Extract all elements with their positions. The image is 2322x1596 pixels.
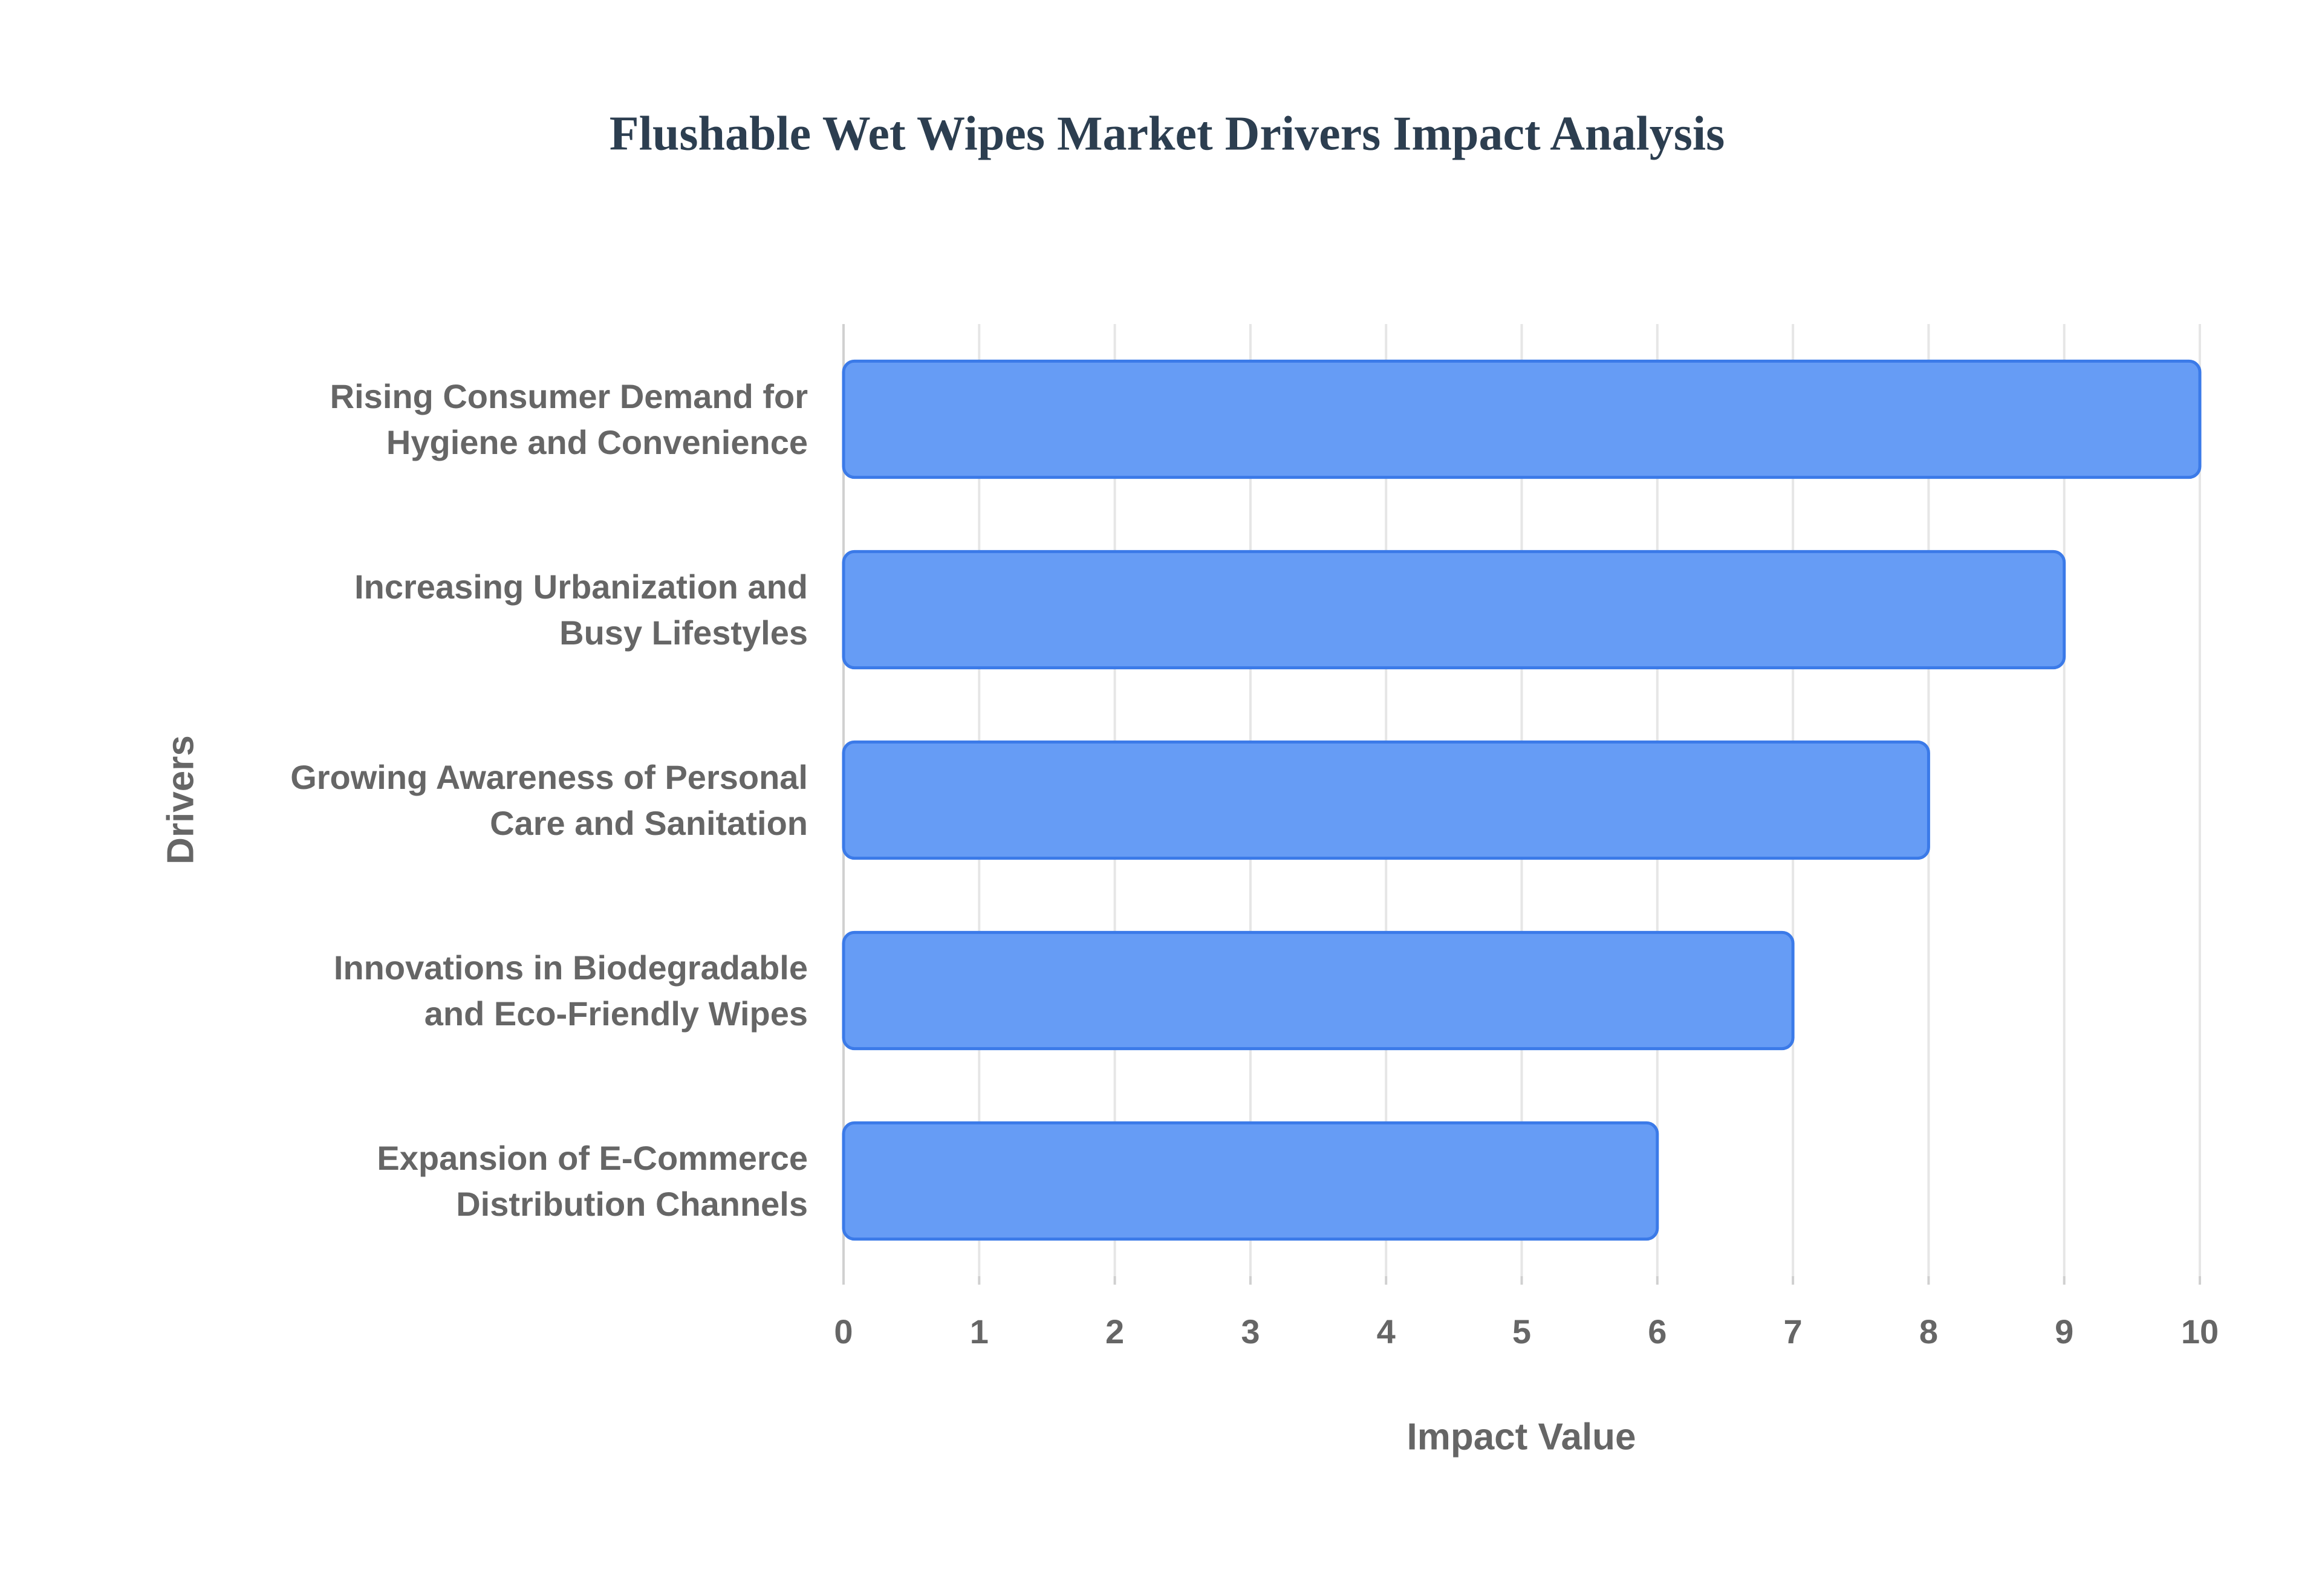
x-tick-label: 2: [1105, 1312, 1124, 1351]
x-tick-label: 5: [1512, 1312, 1531, 1351]
bar: [842, 1121, 1659, 1241]
y-tick-label: Increasing Urbanization and Busy Lifesty…: [354, 567, 808, 652]
bar: [842, 359, 2202, 479]
y-tick-label: Growing Awareness of Personal Care and S…: [290, 757, 808, 842]
y-axis-label: Drivers: [160, 735, 201, 864]
x-axis-label: Impact Value: [1407, 1416, 1636, 1458]
bar: [842, 550, 2066, 670]
x-tick-label: 0: [834, 1312, 853, 1351]
x-tick-label: 8: [1919, 1312, 1938, 1351]
x-tick-label: 10: [2181, 1312, 2219, 1351]
bar: [842, 740, 1930, 860]
y-tick-label: Rising Consumer Demand for Hygiene and C…: [330, 377, 808, 461]
x-tick-label: 9: [2055, 1312, 2073, 1351]
x-tick-label: 3: [1241, 1312, 1260, 1351]
y-tick-label: Expansion of E-Commerce Distribution Cha…: [377, 1138, 808, 1223]
y-tick-label: Innovations in Biodegradable and Eco-Fri…: [333, 948, 808, 1033]
chart-title: Flushable Wet Wipes Market Drivers Impac…: [610, 107, 1725, 160]
x-tick-label: 1: [970, 1312, 989, 1351]
x-tick-label: 6: [1648, 1312, 1667, 1351]
x-tick-label: 4: [1377, 1312, 1396, 1351]
x-tick-label: 7: [1784, 1312, 1803, 1351]
bar: [842, 930, 1795, 1051]
